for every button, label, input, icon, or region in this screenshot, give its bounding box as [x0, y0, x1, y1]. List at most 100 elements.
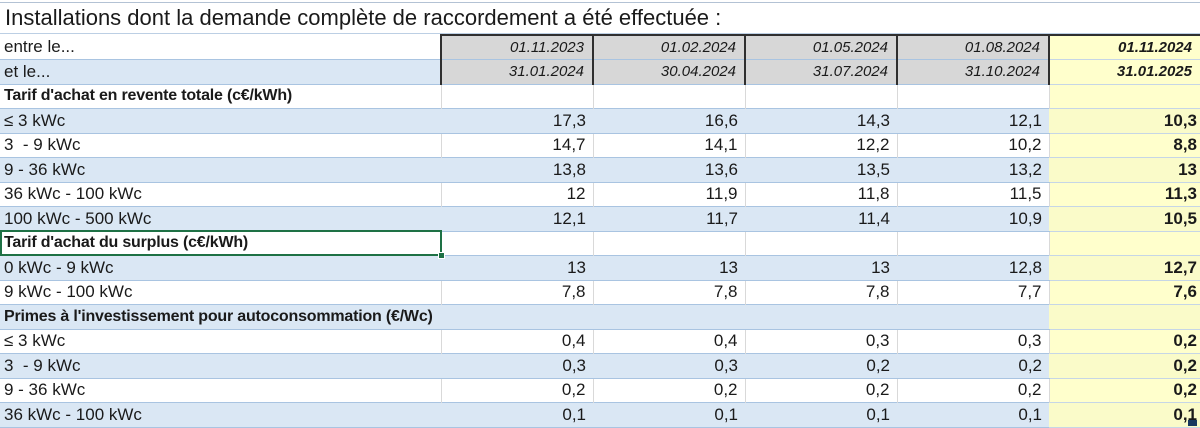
- value-cell[interactable]: 0,3: [441, 353, 593, 379]
- row-label-cell[interactable]: 100 kWc - 500 kWc: [0, 206, 441, 232]
- value-cell[interactable]: 13,5: [745, 157, 897, 183]
- row-label-cell[interactable]: 36 kWc - 100 kWc: [4, 184, 142, 204]
- value-cell[interactable]: 0,1: [745, 402, 897, 428]
- section-title-cell[interactable]: Primes à l'investissement pour autoconso…: [0, 304, 441, 330]
- value-cell[interactable]: 0,2: [745, 353, 897, 379]
- value-cell[interactable]: 10,9: [897, 206, 1049, 232]
- value-cell[interactable]: 12,1: [441, 206, 593, 232]
- empty-cell[interactable]: [745, 304, 897, 330]
- highlight-empty-cell[interactable]: [1048, 84, 1200, 109]
- highlight-empty-cell[interactable]: [1048, 231, 1200, 256]
- period-label-cell[interactable]: entre le...: [4, 37, 75, 56]
- highlight-value-cell[interactable]: 0,2: [1048, 329, 1200, 354]
- value-cell[interactable]: 0,1: [897, 402, 1049, 428]
- empty-cell[interactable]: [896, 84, 1049, 109]
- sheet-title[interactable]: Installations dont la demande complète d…: [0, 2, 1200, 34]
- highlight-value-cell[interactable]: 0,2: [1048, 378, 1200, 403]
- row-label-cell[interactable]: 36 kWc - 100 kWc: [0, 402, 441, 428]
- date-cell[interactable]: 01.05.2024: [744, 34, 897, 60]
- value-cell[interactable]: 0,3: [896, 329, 1049, 354]
- row-label-cell[interactable]: ≤ 3 kWc: [4, 331, 66, 351]
- value-cell[interactable]: 0,2: [897, 353, 1049, 379]
- highlight-value-cell[interactable]: 10,3: [1049, 108, 1200, 134]
- highlight-value-cell[interactable]: 0,2: [1049, 353, 1200, 379]
- empty-cell[interactable]: [897, 304, 1049, 330]
- value-cell[interactable]: 13: [441, 255, 593, 281]
- value-cell[interactable]: 0,1: [593, 402, 745, 428]
- value-cell[interactable]: 0,4: [592, 329, 745, 354]
- value-cell[interactable]: 12,2: [744, 133, 897, 158]
- value-cell[interactable]: 11,9: [592, 182, 745, 207]
- value-cell[interactable]: 0,2: [440, 378, 593, 403]
- highlight-date-cell[interactable]: 31.01.2025: [1048, 59, 1200, 85]
- row-label-cell[interactable]: 9 kWc - 100 kWc: [4, 282, 133, 302]
- table-row: ≤ 3 kWc 0,4 0,4 0,3 0,3 0,2: [0, 329, 1200, 354]
- date-cell[interactable]: 31.07.2024: [744, 59, 897, 85]
- empty-cell[interactable]: [744, 84, 897, 109]
- value-cell[interactable]: 7,8: [592, 280, 745, 305]
- row-label-cell[interactable]: 9 - 36 kWc: [4, 380, 86, 400]
- highlight-value-cell[interactable]: 12,7: [1049, 255, 1200, 281]
- value-cell[interactable]: 7,8: [440, 280, 593, 305]
- highlight-value-cell[interactable]: 10,5: [1049, 206, 1200, 232]
- value-cell[interactable]: 0,1: [441, 402, 593, 428]
- date-cell[interactable]: 31.10.2024: [896, 59, 1049, 85]
- empty-cell[interactable]: [744, 231, 897, 256]
- date-cell[interactable]: 31.01.2024: [440, 59, 593, 85]
- value-cell[interactable]: 12,1: [897, 108, 1049, 134]
- value-cell[interactable]: 13: [745, 255, 897, 281]
- highlight-empty-cell[interactable]: [1049, 304, 1200, 330]
- value-cell[interactable]: 0,4: [440, 329, 593, 354]
- highlight-value-cell[interactable]: 7,6: [1048, 280, 1200, 305]
- value-cell[interactable]: 14,7: [440, 133, 593, 158]
- value-cell[interactable]: 14,3: [745, 108, 897, 134]
- date-cell[interactable]: 30.04.2024: [592, 59, 745, 85]
- value-cell[interactable]: 11,7: [593, 206, 745, 232]
- value-cell[interactable]: 0,2: [744, 378, 897, 403]
- value-cell[interactable]: 10,2: [896, 133, 1049, 158]
- period-row: entre le... 01.11.2023 01.02.2024 01.05.202…: [0, 34, 1200, 60]
- section-title-cell[interactable]: Tarif d'achat en revente totale (c€/kWh): [4, 87, 293, 105]
- empty-cell[interactable]: [896, 231, 1049, 256]
- value-cell[interactable]: 13,8: [441, 157, 593, 183]
- row-label-cell[interactable]: 0 kWc - 9 kWc: [0, 255, 441, 281]
- row-label-cell[interactable]: 3 - 9 kWc: [0, 353, 441, 379]
- value-cell[interactable]: 14,1: [592, 133, 745, 158]
- highlight-value-cell[interactable]: 13: [1049, 157, 1200, 183]
- date-cell[interactable]: 01.11.2023: [440, 34, 593, 60]
- value-cell[interactable]: 7,8: [744, 280, 897, 305]
- empty-cell[interactable]: [592, 84, 745, 109]
- value-cell[interactable]: 11,4: [745, 206, 897, 232]
- value-cell[interactable]: 0,2: [592, 378, 745, 403]
- empty-cell[interactable]: [441, 304, 593, 330]
- value-cell[interactable]: 11,5: [896, 182, 1049, 207]
- highlight-date-cell[interactable]: 01.11.2024: [1048, 34, 1200, 60]
- value-cell[interactable]: 0,3: [744, 329, 897, 354]
- value-cell[interactable]: 12,8: [897, 255, 1049, 281]
- highlight-value-cell[interactable]: 8,8: [1048, 133, 1200, 158]
- value-cell[interactable]: 16,6: [593, 108, 745, 134]
- date-cell[interactable]: 01.02.2024: [592, 34, 745, 60]
- empty-cell[interactable]: [592, 231, 745, 256]
- section-header-row: Tarif d'achat du surplus (c€/kWh): [0, 229, 1200, 258]
- highlight-value-cell[interactable]: 0,1: [1049, 402, 1200, 428]
- value-cell[interactable]: 17,3: [441, 108, 593, 134]
- value-cell[interactable]: 13,6: [593, 157, 745, 183]
- row-label-cell[interactable]: 3 - 9 kWc: [4, 135, 81, 155]
- date-cell[interactable]: 01.08.2024: [896, 34, 1049, 60]
- highlight-value-cell[interactable]: 11,3: [1048, 182, 1200, 207]
- value-cell[interactable]: 0,2: [896, 378, 1049, 403]
- value-cell[interactable]: 11,8: [744, 182, 897, 207]
- selected-cell[interactable]: Tarif d'achat du surplus (c€/kWh): [0, 229, 445, 258]
- value-cell[interactable]: 12: [440, 182, 593, 207]
- row-label-cell[interactable]: ≤ 3 kWc: [0, 108, 441, 134]
- value-cell[interactable]: 7,7: [896, 280, 1049, 305]
- empty-cell[interactable]: [440, 84, 593, 109]
- row-label-cell[interactable]: 9 - 36 kWc: [0, 157, 441, 183]
- value-cell[interactable]: 0,3: [593, 353, 745, 379]
- period-label-cell[interactable]: et le...: [0, 59, 441, 85]
- value-cell[interactable]: 13: [593, 255, 745, 281]
- empty-cell[interactable]: [593, 304, 745, 330]
- value-cell[interactable]: 13,2: [897, 157, 1049, 183]
- empty-cell[interactable]: [440, 231, 593, 256]
